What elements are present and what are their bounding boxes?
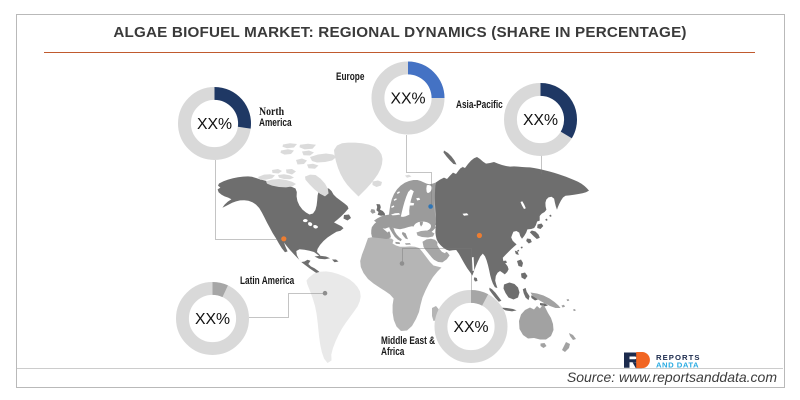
svg-text:XX%: XX%: [390, 91, 425, 108]
svg-text:XX%: XX%: [453, 319, 488, 336]
svg-text:AND DATA: AND DATA: [656, 361, 699, 370]
svg-text:REPORTS: REPORTS: [656, 353, 701, 362]
svg-text:XX%: XX%: [195, 311, 230, 328]
svg-text:XX%: XX%: [197, 116, 232, 133]
svg-text:XX%: XX%: [523, 112, 558, 129]
